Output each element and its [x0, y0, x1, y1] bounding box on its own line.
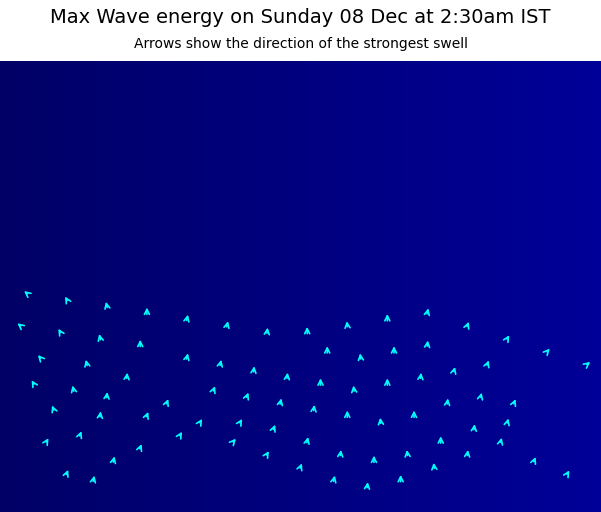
Text: Max Wave energy on Sunday 08 Dec at 2:30am IST: Max Wave energy on Sunday 08 Dec at 2:30…: [50, 8, 551, 27]
Text: Arrows show the direction of the strongest swell: Arrows show the direction of the stronge…: [133, 37, 468, 51]
